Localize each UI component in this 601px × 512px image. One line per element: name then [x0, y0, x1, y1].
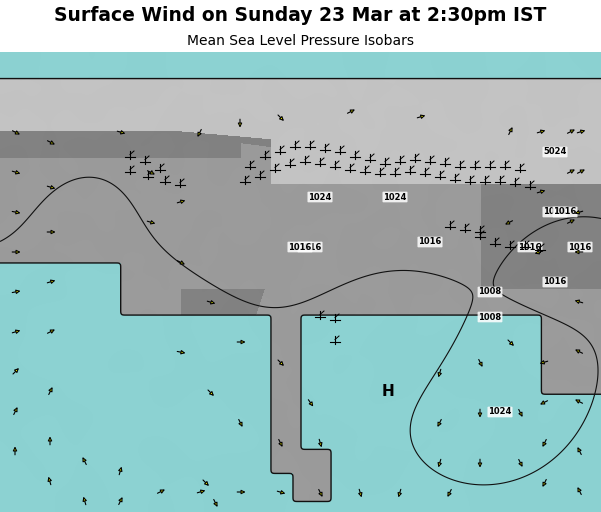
Text: 1016: 1016 — [569, 243, 592, 251]
Text: 1008: 1008 — [478, 288, 502, 296]
Text: 1024: 1024 — [383, 193, 407, 202]
Text: 1016: 1016 — [554, 207, 577, 217]
Text: 1016: 1016 — [418, 238, 442, 246]
Text: 1008: 1008 — [478, 312, 502, 322]
Text: 1024: 1024 — [308, 193, 332, 202]
Text: 1016: 1016 — [518, 243, 542, 251]
Text: 1024: 1024 — [543, 207, 567, 217]
Text: 1016: 1016 — [298, 243, 322, 251]
Text: H: H — [382, 385, 394, 399]
Text: 1024: 1024 — [488, 408, 511, 416]
Text: Surface Wind on Sunday 23 Mar at 2:30pm IST: Surface Wind on Sunday 23 Mar at 2:30pm … — [54, 6, 547, 25]
Text: 1016: 1016 — [288, 243, 312, 251]
Text: 5024: 5024 — [543, 147, 567, 157]
Text: 1016: 1016 — [543, 278, 567, 287]
Text: Mean Sea Level Pressure Isobars: Mean Sea Level Pressure Isobars — [187, 34, 414, 48]
